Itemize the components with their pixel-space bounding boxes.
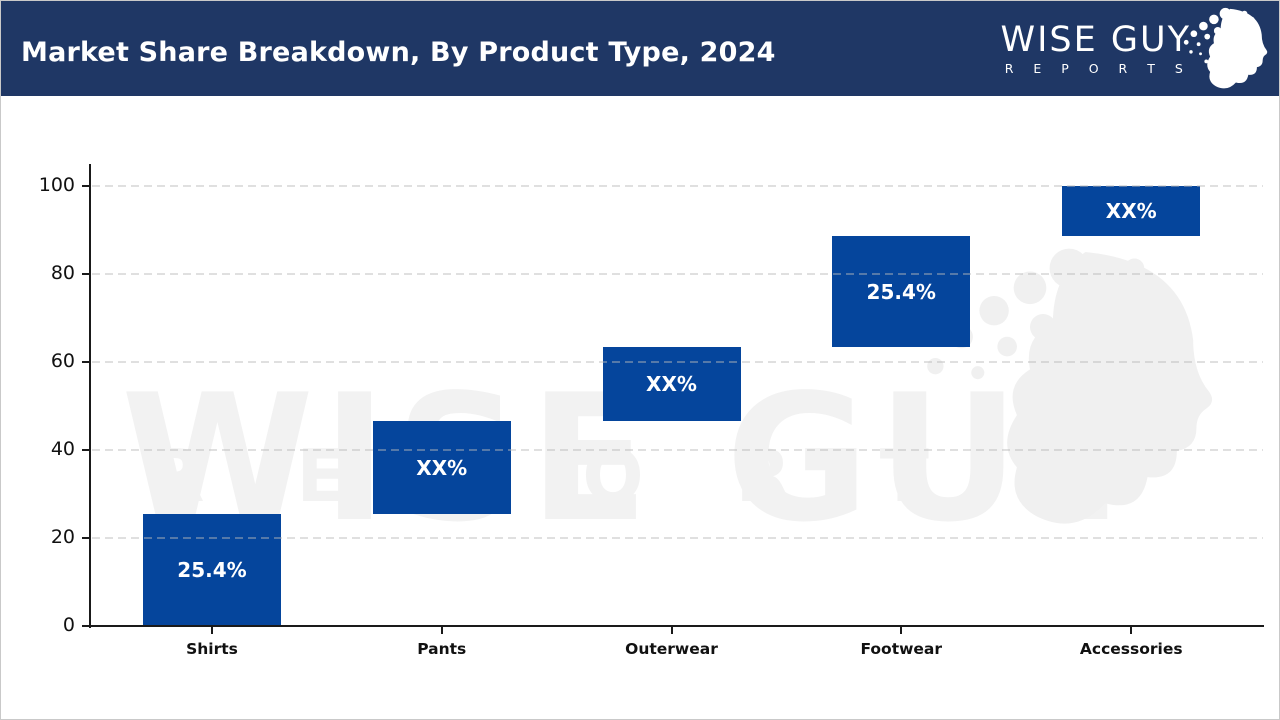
x-tick-footwear: [900, 627, 903, 634]
bar-value-label: 25.4%: [866, 279, 936, 304]
gridline-100: [92, 185, 1263, 187]
y-tick-label-100: 100: [38, 174, 75, 196]
gridline-40: [92, 449, 1263, 451]
logo-wordmark: WISE GUY: [1000, 20, 1191, 61]
bar-value-label: XX%: [1105, 198, 1157, 223]
y-tick-label-40: 40: [50, 438, 75, 460]
bar-outerwear: XX%: [602, 347, 741, 422]
y-tick-40: [82, 449, 90, 451]
y-tick-20: [82, 537, 90, 539]
x-tick-pants: [440, 627, 443, 634]
watermark-subtext: REPORTS: [149, 434, 1165, 518]
chart-title: Market Share Breakdown, By Product Type,…: [21, 37, 776, 68]
y-tick-label-60: 60: [50, 350, 75, 372]
x-tick-label-shirts: Shirts: [186, 640, 238, 658]
plot-area: WISE GUY REPORTS 0 20 40 60 80 100 25.4% Shirts…: [1, 96, 1279, 719]
y-tick-100: [82, 185, 90, 187]
bar-value-label: XX%: [646, 372, 697, 397]
y-tick-label-0: 0: [62, 614, 75, 636]
bar-footwear: 25.4%: [832, 235, 971, 348]
wise-guy-logo: WISE GUY R E P O R T S: [1000, 5, 1269, 93]
bar-pants: XX%: [372, 421, 511, 515]
x-tick-label-accessories: Accessories: [1079, 640, 1183, 658]
watermark-face-icon: [927, 248, 1213, 524]
x-tick-accessories: [1130, 627, 1133, 634]
x-tick-shirts: [211, 627, 213, 634]
x-tick-label-footwear: Footwear: [860, 640, 943, 658]
logo-subtext: R E P O R T S: [1004, 60, 1191, 76]
x-tick-label-pants: Pants: [417, 640, 467, 658]
y-tick-label-20: 20: [50, 526, 75, 548]
logo-face-icon: [1183, 7, 1268, 89]
bar-shirts: 25.4%: [143, 514, 281, 626]
bar-value-label: XX%: [416, 455, 468, 480]
logo-text: WISE GUY R E P O R T S: [1000, 22, 1191, 76]
x-axis-line: [89, 625, 1264, 627]
header-band: Market Share Breakdown, By Product Type,…: [1, 1, 1279, 96]
x-tick-label-outerwear: Outerwear: [625, 640, 718, 658]
x-tick-outerwear: [670, 627, 673, 634]
gridline-20: [92, 537, 1263, 539]
y-axis-line: [89, 164, 91, 628]
y-tick-0: [82, 625, 90, 627]
gridline-80: [92, 273, 1263, 275]
gridline-60: [92, 361, 1263, 363]
y-tick-60: [82, 361, 90, 363]
y-tick-80: [82, 273, 90, 275]
y-tick-label-80: 80: [50, 262, 75, 284]
bar-accessories: XX%: [1062, 186, 1201, 236]
bar-value-label: 25.4%: [177, 558, 247, 583]
